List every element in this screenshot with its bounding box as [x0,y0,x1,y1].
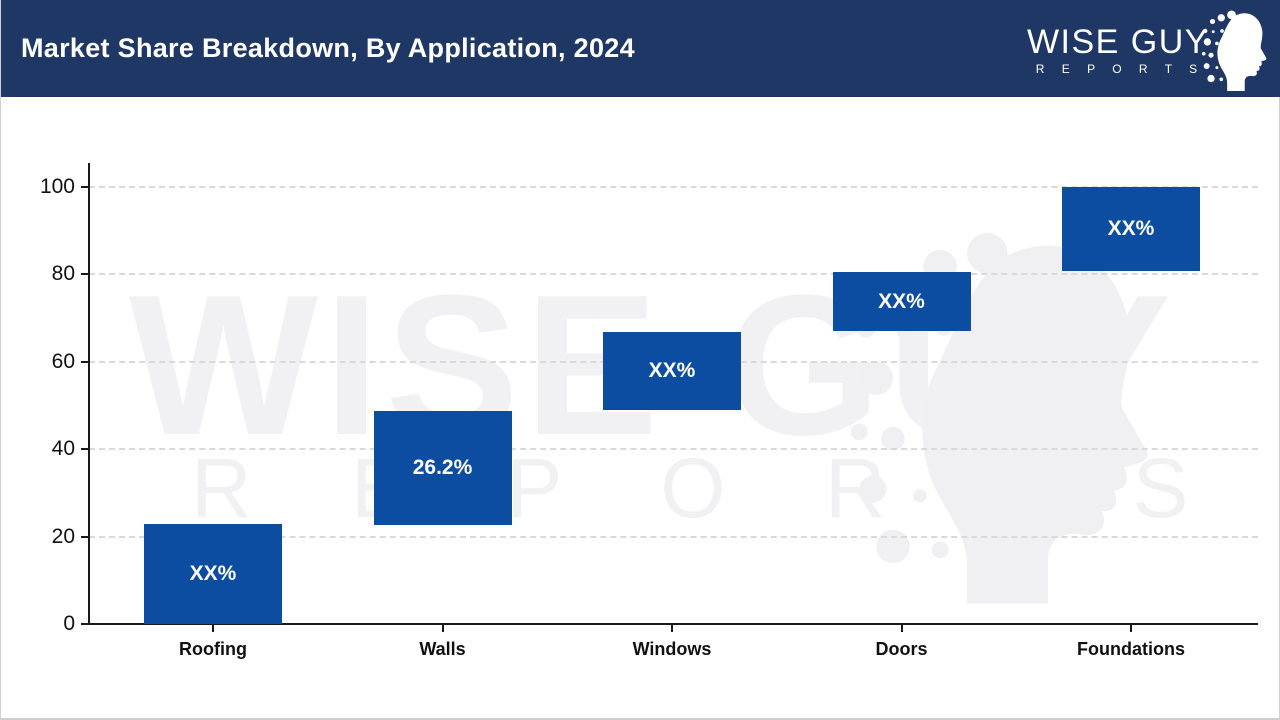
bar-doors: XX% [832,271,971,332]
y-axis-line [88,163,90,625]
x-axis-line [88,623,1258,625]
bar-value-label-doors: XX% [878,289,925,313]
x-axis-tick-foundations [1130,625,1132,632]
header: Market Share Breakdown, By Application, … [1,0,1280,97]
y-axis-tick-60 [81,360,89,363]
y-axis-tick-label-60: 60 [51,349,75,373]
bar-value-label-foundations: XX% [1107,216,1155,240]
brand-logo-line2: R E P O R T S [1035,61,1205,76]
y-gridline-40 [89,448,1258,450]
x-axis-category-label-walls: Walls [419,639,466,659]
y-axis-tick-80 [81,273,89,275]
y-axis-tick-100 [81,185,89,188]
x-axis-tick-windows [671,625,673,632]
x-axis-category-label-doors: Doors [875,639,928,659]
brand-logo-text: WISE GUY R E P O R T S [1027,25,1209,76]
y-axis-tick-label-100: 100 [39,174,75,198]
x-axis-category-label-windows: Windows [632,639,712,659]
y-axis-tick-label-80: 80 [51,262,75,285]
brand-logo-line1: WISE GUY [1026,22,1209,61]
bar-value-label-walls: 26.2% [412,455,473,479]
bar-roofing: XX% [144,523,282,624]
bar-value-label-roofing: XX% [189,561,237,585]
x-axis-tick-walls [441,625,444,632]
y-axis-tick-label-0: 0 [63,612,75,635]
y-axis-tick-40 [81,448,89,450]
y-gridline-100 [89,185,1258,188]
bar-windows: XX% [603,332,741,411]
bar-value-label-windows: XX% [648,359,696,383]
y-gridline-20 [89,535,1258,538]
bar-foundations: XX% [1062,186,1200,271]
y-axis-tick-0 [81,623,89,625]
y-axis-tick-label-40: 40 [51,437,75,460]
bar-walls: 26.2% [373,410,512,526]
brand-logo-head-icon [1201,10,1267,91]
x-axis-category-label-foundations: Foundations [1077,639,1185,659]
chart-title: Market Share Breakdown, By Application, … [21,33,635,63]
x-axis-category-label-roofing: Roofing [179,639,247,659]
brand-logo: WISE GUY R E P O R T S [1027,6,1267,94]
x-axis-tick-doors [900,625,903,632]
y-axis-tick-label-20: 20 [51,524,75,548]
y-axis-tick-20 [81,535,89,538]
x-axis-tick-roofing [212,625,214,632]
y-gridline-80 [89,273,1258,275]
